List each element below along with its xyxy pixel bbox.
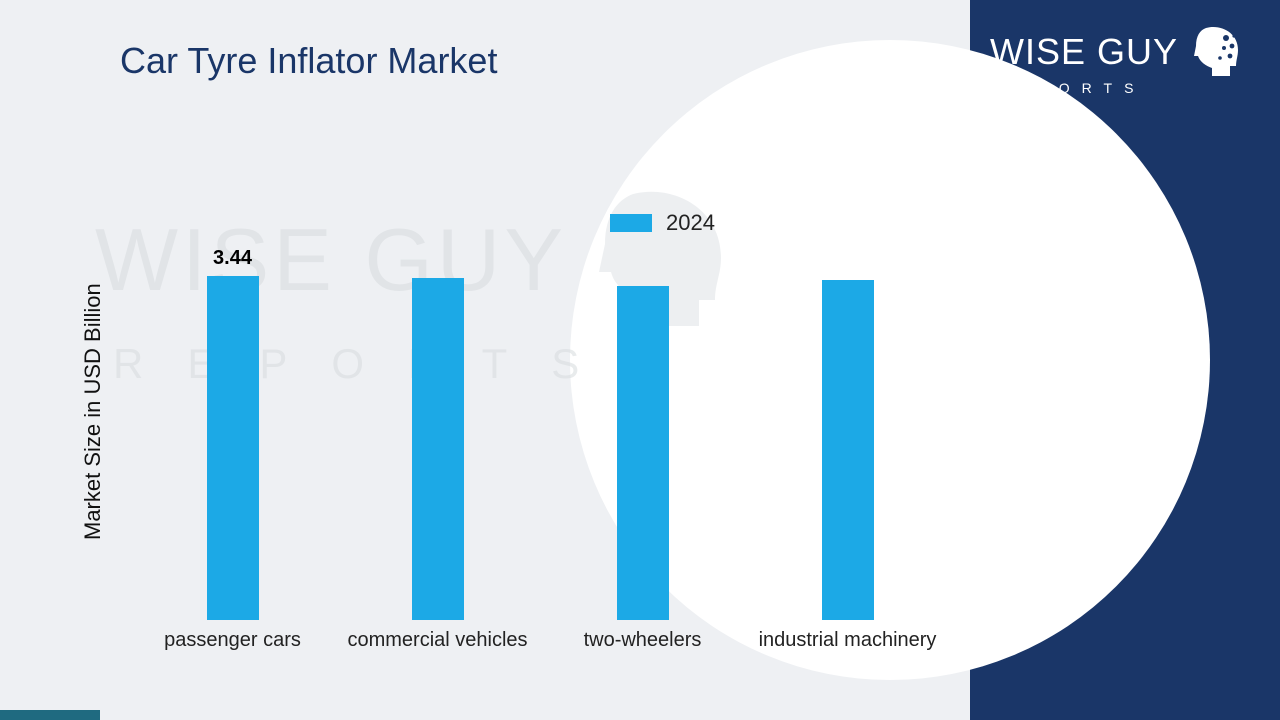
plot-area: 3.44passenger carscommercial vehiclestwo… [130, 260, 950, 620]
logo-head-icon [1186, 22, 1246, 82]
x-axis-category-label: two-wheelers [550, 628, 735, 653]
y-axis-label: Market Size in USD Billion [80, 283, 106, 540]
chart-title: Car Tyre Inflator Market [120, 40, 497, 82]
bottom-accent-strip [0, 710, 100, 720]
logo-text-sub: REPORTS [994, 80, 1250, 96]
bar-value-label: 3.44 [213, 247, 252, 270]
x-axis-category-label: passenger cars [140, 628, 325, 653]
brand-logo: WISE GUY REPORTS [990, 22, 1250, 112]
bar [207, 276, 259, 620]
x-axis-category-label: industrial machinery [755, 628, 940, 653]
x-axis-category-label: commercial vehicles [345, 628, 530, 653]
legend-label: 2024 [666, 210, 715, 236]
bar [822, 280, 874, 620]
legend-swatch [610, 214, 652, 232]
legend: 2024 [610, 210, 715, 236]
bar [412, 278, 464, 620]
bar [617, 286, 669, 620]
logo-text-main: WISE GUY [990, 31, 1178, 73]
